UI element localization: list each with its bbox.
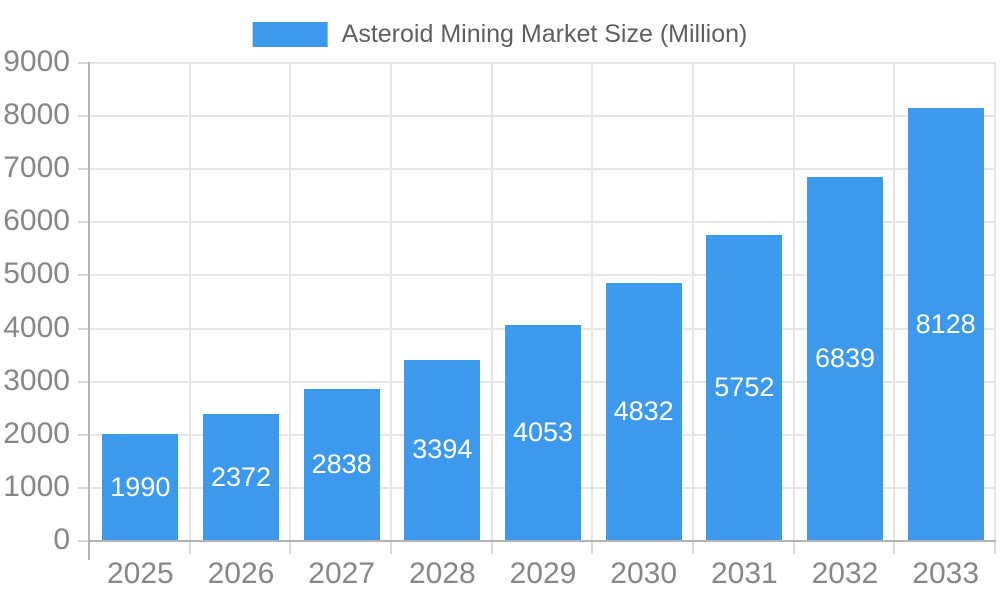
- h-gridline: [90, 62, 996, 64]
- bar-value-label: 5752: [714, 371, 775, 402]
- v-gridline: [792, 62, 795, 540]
- legend-label: Asteroid Mining Market Size (Million): [341, 20, 748, 48]
- bar: 5752: [706, 234, 783, 540]
- v-gridline: [994, 62, 996, 540]
- y-axis-tick: [78, 168, 88, 171]
- y-axis-tick-label: 2000: [3, 416, 70, 450]
- bar: 3394: [404, 359, 481, 540]
- y-axis-tick-label: 4000: [3, 310, 70, 344]
- y-axis-tick-label: 8000: [3, 98, 70, 132]
- bar-value-label: 4832: [613, 396, 674, 427]
- x-axis-tick: [88, 542, 90, 560]
- x-axis-tick: [792, 542, 795, 554]
- bar: 2838: [303, 389, 380, 540]
- y-axis-tick-label: 5000: [3, 257, 70, 291]
- v-gridline: [893, 62, 896, 540]
- x-axis-tick-label: 2027: [308, 557, 376, 590]
- x-axis-tick: [490, 542, 493, 554]
- bar-value-label: 6839: [814, 342, 876, 373]
- v-gridline: [188, 62, 191, 540]
- v-gridline: [390, 62, 392, 540]
- v-gridline: [289, 62, 292, 540]
- y-axis-tick: [78, 486, 88, 489]
- bar: 1990: [102, 434, 179, 540]
- y-axis-tick: [78, 380, 88, 383]
- x-axis-tick-label: 2026: [207, 557, 275, 590]
- y-axis-tick: [78, 540, 88, 542]
- v-gridline: [591, 62, 594, 540]
- v-gridline: [692, 62, 694, 540]
- bar-value-label: 3394: [412, 434, 473, 465]
- y-axis-tick: [78, 62, 88, 64]
- bar-value-label: 8128: [915, 308, 976, 339]
- y-axis-tick-label: 6000: [3, 204, 70, 238]
- y-axis-tick: [78, 115, 88, 118]
- bar: 8128: [907, 108, 984, 540]
- y-axis-tick: [78, 327, 88, 330]
- bar-value-label: 1990: [110, 471, 171, 502]
- legend-swatch: [252, 22, 328, 47]
- plot-area: 0 1000 2000 3000 4000 5000 6000 7000 8000 9000 202…: [3, 47, 996, 590]
- x-axis-tick: [591, 542, 594, 554]
- y-axis-tick-label: 9000: [3, 45, 70, 78]
- y-axis-tick-label: 0: [53, 523, 70, 556]
- bar: 2372: [203, 414, 279, 540]
- x-axis-tick-label: 2031: [710, 557, 778, 590]
- x-axis-tick: [994, 542, 996, 554]
- x-axis-tick-label: 2028: [408, 557, 476, 590]
- x-axis-tick: [390, 542, 392, 554]
- y-axis-tick-label: 7000: [3, 151, 70, 185]
- y-axis-tick-label: 1000: [3, 469, 70, 503]
- x-axis-tick: [893, 542, 896, 554]
- legend-item[interactable]: Asteroid Mining Market Size (Million): [252, 20, 748, 49]
- y-axis-tick-label: 3000: [3, 363, 70, 397]
- x-axis-tick: [692, 542, 694, 554]
- bar-value-label: 2838: [311, 449, 372, 480]
- bar: 6839: [807, 176, 883, 540]
- bar: 4832: [605, 283, 682, 540]
- bar: 4053: [505, 324, 581, 540]
- y-axis-tick: [78, 221, 88, 224]
- h-gridline: [90, 221, 996, 224]
- bar-value-label: 4053: [512, 416, 574, 447]
- x-axis-tick: [188, 542, 191, 554]
- x-axis-tick-label: 2033: [912, 557, 980, 590]
- bar-value-label: 2372: [210, 461, 272, 492]
- h-gridline: [90, 274, 996, 277]
- y-axis-tick: [78, 433, 88, 436]
- h-gridline: [90, 115, 996, 118]
- x-axis-tick-label: 2029: [509, 557, 577, 590]
- x-axis-tick-label: 2025: [106, 557, 174, 590]
- v-gridline: [490, 62, 493, 540]
- x-axis-tick-label: 2032: [811, 557, 879, 590]
- x-axis-tick-label: 2030: [610, 557, 678, 590]
- y-axis-tick: [78, 274, 88, 277]
- x-axis-tick: [289, 542, 292, 554]
- h-gridline: [90, 168, 996, 171]
